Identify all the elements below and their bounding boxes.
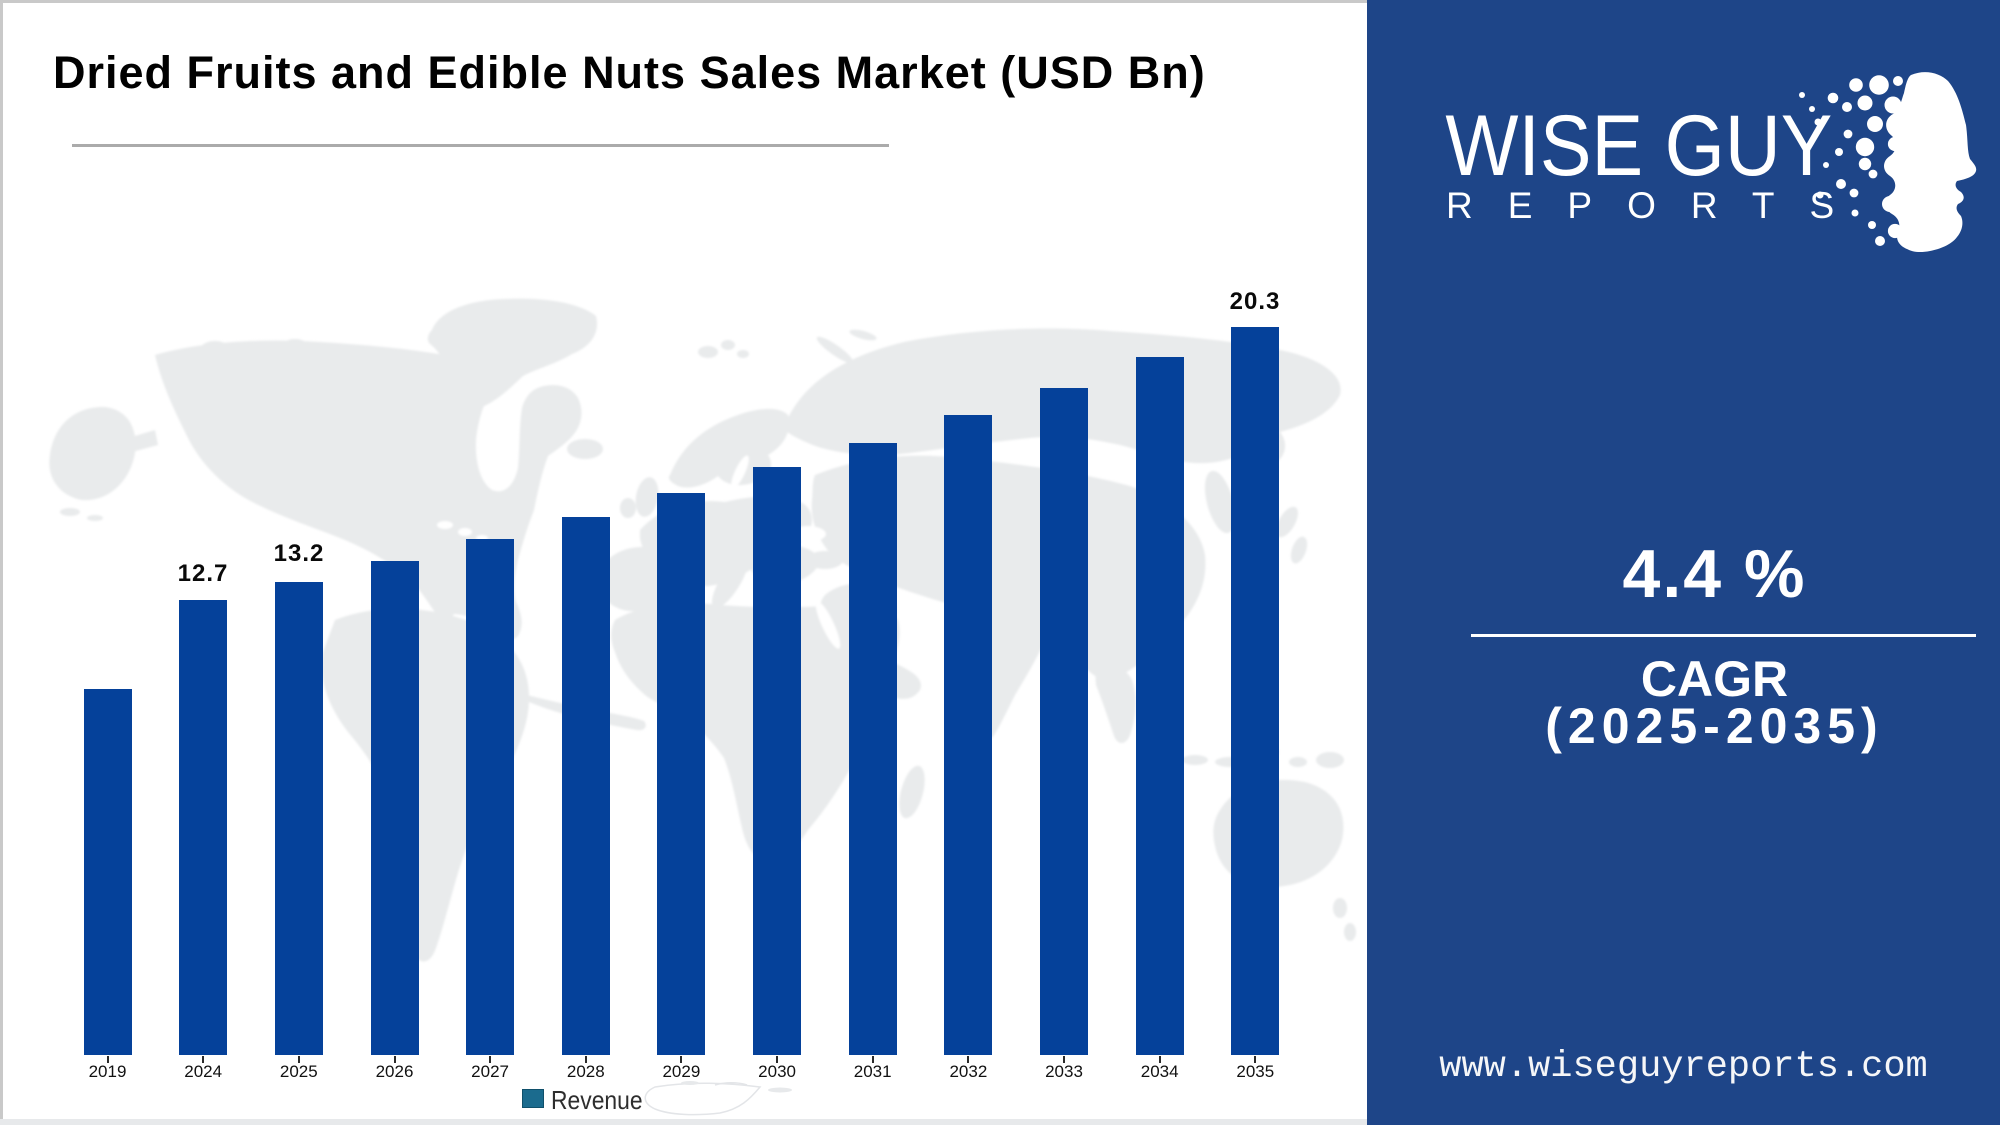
svg-text:REPORTS: REPORTS bbox=[1446, 185, 1869, 226]
svg-text:WISE GUY: WISE GUY bbox=[1445, 98, 1832, 194]
